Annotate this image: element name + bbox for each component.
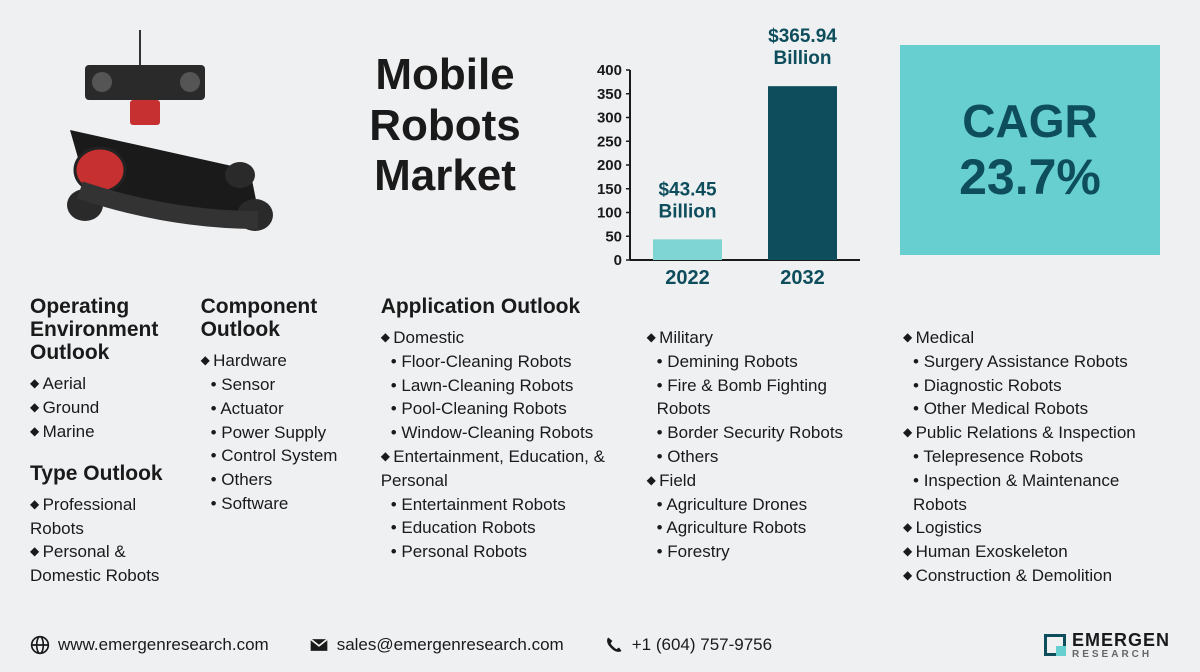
list-item: Personal Robots	[381, 540, 629, 564]
list-item: Medical	[903, 326, 1170, 350]
svg-text:$365.94: $365.94	[768, 26, 837, 47]
svg-text:100: 100	[597, 205, 622, 222]
list-item: Border Security Robots	[647, 421, 885, 445]
svg-text:300: 300	[597, 110, 622, 127]
list-item: Field	[647, 469, 885, 493]
title-block: Mobile Robots Market	[320, 50, 570, 202]
list-item: Construction & Demolition	[903, 564, 1170, 588]
bar-chart: 0501001502002503003504002022$43.45Billio…	[580, 20, 870, 300]
list-item: Pool-Cleaning Robots	[381, 397, 629, 421]
top-row: Mobile Robots Market 0 50 100 150 200 250 300 3…	[0, 0, 1200, 290]
list-item: Ground	[30, 396, 183, 420]
list-item: Actuator	[201, 397, 363, 421]
svg-text:50: 50	[605, 228, 622, 245]
section-title: Type Outlook	[30, 462, 183, 485]
cagr-label: CAGR	[962, 94, 1097, 148]
envelope-icon	[309, 635, 329, 655]
list-item: Hardware	[201, 349, 363, 373]
email-text: sales@emergenresearch.com	[337, 635, 564, 655]
title-line: Market	[320, 151, 570, 202]
svg-text:350: 350	[597, 86, 622, 103]
logo-name: EMERGEN	[1072, 630, 1170, 651]
list-item: Entertainment, Education, & Personal	[381, 445, 629, 493]
list-item: Telepresence Robots	[903, 445, 1170, 469]
list-item: Personal & Domestic Robots	[30, 540, 183, 588]
col-app-3: . MedicalSurgery Assistance RobotsDiagno…	[903, 295, 1170, 588]
logo-text: EMERGEN RESEARCH	[1072, 630, 1170, 660]
list-item: Software	[201, 492, 363, 516]
list-item: Domestic	[381, 326, 629, 350]
svg-text:150: 150	[597, 181, 622, 198]
list-item: Logistics	[903, 516, 1170, 540]
title-line: Robots	[320, 101, 570, 152]
svg-text:2032: 2032	[780, 267, 825, 289]
contact-row: www.emergenresearch.com sales@emergenres…	[30, 635, 772, 655]
type-list: Professional RobotsPersonal & Domestic R…	[30, 493, 183, 588]
list-item: Education Robots	[381, 516, 629, 540]
svg-text:250: 250	[597, 133, 622, 150]
svg-text:2022: 2022	[665, 267, 710, 289]
component-list: HardwareSensorActuatorPower SupplyContro…	[201, 349, 363, 516]
list-item: Aerial	[30, 372, 183, 396]
app-list-1: DomesticFloor-Cleaning RobotsLawn-Cleani…	[381, 326, 629, 564]
cagr-value: 23.7%	[959, 148, 1101, 206]
list-item: Agriculture Robots	[647, 516, 885, 540]
list-item: Power Supply	[201, 421, 363, 445]
list-item: Human Exoskeleton	[903, 540, 1170, 564]
list-item: Fire & Bomb Fighting Robots	[647, 374, 885, 422]
svg-text:0: 0	[614, 252, 622, 269]
list-item: Demining Robots	[647, 350, 885, 374]
list-item: Public Relations & Inspection	[903, 421, 1170, 445]
cagr-box: CAGR 23.7%	[900, 45, 1160, 255]
list-item: Professional Robots	[30, 493, 183, 541]
col-app-2: . MilitaryDemining RobotsFire & Bomb Fig…	[647, 295, 885, 588]
phone-text: +1 (604) 757-9756	[632, 635, 772, 655]
website: www.emergenresearch.com	[30, 635, 269, 655]
col-app-1: Application Outlook DomesticFloor-Cleani…	[381, 295, 629, 588]
svg-text:400: 400	[597, 62, 622, 79]
list-item: Window-Cleaning Robots	[381, 421, 629, 445]
robot-image	[30, 20, 310, 240]
app-list-2: MilitaryDemining RobotsFire & Bomb Fight…	[647, 326, 885, 564]
list-item: Forestry	[647, 540, 885, 564]
list-item: Floor-Cleaning Robots	[381, 350, 629, 374]
list-item: Agriculture Drones	[647, 493, 885, 517]
app-list-3: MedicalSurgery Assistance RobotsDiagnost…	[903, 326, 1170, 588]
col-left: Operating Environment Outlook AerialGrou…	[30, 295, 183, 588]
phone: +1 (604) 757-9756	[604, 635, 772, 655]
phone-icon	[604, 635, 624, 655]
svg-text:Billion: Billion	[773, 48, 831, 69]
list-item: Entertainment Robots	[381, 493, 629, 517]
lists-row: Operating Environment Outlook AerialGrou…	[0, 295, 1200, 588]
list-item: Other Medical Robots	[903, 397, 1170, 421]
globe-icon	[30, 635, 50, 655]
list-item: Control System	[201, 444, 363, 468]
list-item: Marine	[30, 420, 183, 444]
footer: www.emergenresearch.com sales@emergenres…	[0, 628, 1200, 662]
list-item: Others	[647, 445, 885, 469]
svg-text:$43.45: $43.45	[658, 179, 717, 200]
list-item: Others	[201, 468, 363, 492]
operating-env-list: AerialGroundMarine	[30, 372, 183, 443]
logo: EMERGEN RESEARCH	[1044, 630, 1170, 660]
col-component: Component Outlook HardwareSensorActuator…	[201, 295, 363, 588]
section-title: Operating Environment Outlook	[30, 295, 183, 364]
logo-square-icon	[1044, 634, 1066, 656]
svg-text:200: 200	[597, 157, 622, 174]
list-item: Surgery Assistance Robots	[903, 350, 1170, 374]
list-item: Inspection & Maintenance Robots	[903, 469, 1170, 517]
list-item: Lawn-Cleaning Robots	[381, 374, 629, 398]
svg-text:Billion: Billion	[658, 201, 716, 222]
email: sales@emergenresearch.com	[309, 635, 564, 655]
website-text: www.emergenresearch.com	[58, 635, 269, 655]
list-item: Military	[647, 326, 885, 350]
list-item: Diagnostic Robots	[903, 374, 1170, 398]
section-title: Component Outlook	[201, 295, 363, 341]
title-line: Mobile	[320, 50, 570, 101]
list-item: Sensor	[201, 373, 363, 397]
